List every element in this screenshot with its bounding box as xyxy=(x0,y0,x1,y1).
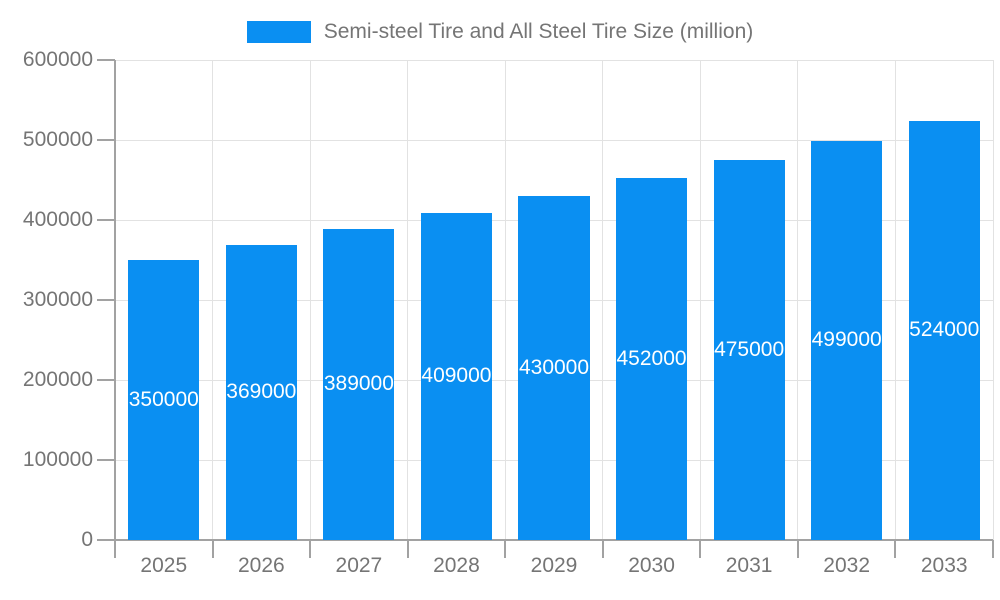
x-axis-tick xyxy=(796,540,799,558)
y-axis-tick xyxy=(97,59,115,61)
x-axis-tick xyxy=(114,540,116,558)
gridline-vertical xyxy=(797,60,799,540)
x-tick-label: 2032 xyxy=(823,554,871,577)
gridline-vertical xyxy=(407,60,409,540)
y-tick-label: 0 xyxy=(81,528,93,551)
y-axis-tick xyxy=(97,219,115,221)
gridline-vertical xyxy=(992,60,994,540)
y-axis-tick xyxy=(97,139,115,141)
plot-area: 0 100000 200000 300000 400000 500000 600000 350… xyxy=(23,48,994,577)
x-axis-tick xyxy=(406,540,409,558)
bar xyxy=(518,196,590,540)
bar-value-label: 524000 xyxy=(909,318,980,342)
bar xyxy=(908,120,980,540)
y-tick-label: 500000 xyxy=(22,128,93,151)
bar-value-label: 409000 xyxy=(421,364,492,388)
gridline-horizontal xyxy=(115,139,993,141)
x-tick-label: 2027 xyxy=(335,554,383,577)
bar-value-label: 430000 xyxy=(518,356,590,379)
x-tick-label: 2025 xyxy=(140,554,188,577)
y-axis-tick xyxy=(97,539,115,541)
bar-value-label: 389000 xyxy=(323,372,394,396)
bar-value-label: 452000 xyxy=(616,347,687,371)
legend[interactable]: Semi-steel Tire and All Steel Tire Size … xyxy=(0,20,1000,44)
bar xyxy=(128,260,200,540)
y-axis-tick xyxy=(97,459,115,461)
bar-value-label: 499000 xyxy=(811,328,882,352)
gridline-vertical xyxy=(504,60,506,540)
x-axis-tick xyxy=(992,540,994,558)
x-tick-label: 2031 xyxy=(725,554,773,577)
x-axis-tick xyxy=(504,540,507,558)
gridline-horizontal xyxy=(115,59,993,61)
x-tick-label: 2030 xyxy=(628,554,675,577)
y-tick-label: 200000 xyxy=(22,368,93,391)
y-tick-label: 400000 xyxy=(22,208,93,231)
y-tick-label: 300000 xyxy=(22,288,93,311)
gridline-vertical xyxy=(894,60,896,540)
x-axis-line xyxy=(97,539,993,541)
x-axis-tick xyxy=(309,540,312,558)
bar xyxy=(615,178,688,540)
bar-value-label: 369000 xyxy=(226,380,297,404)
y-axis-tick xyxy=(97,379,115,381)
bar-value-label: 350000 xyxy=(128,388,199,411)
x-axis-tick xyxy=(601,540,604,558)
bar xyxy=(420,212,493,540)
x-tick-label: 2033 xyxy=(920,554,968,577)
bar xyxy=(811,140,883,540)
legend-swatch xyxy=(246,21,311,43)
x-tick-label: 2029 xyxy=(530,554,578,577)
gridline-vertical xyxy=(212,60,214,540)
x-axis-tick xyxy=(211,540,214,558)
gridline-vertical xyxy=(699,60,701,540)
y-tick-label: 100000 xyxy=(22,448,93,471)
bar-value-label: 475000 xyxy=(714,338,785,361)
x-tick-label: 2026 xyxy=(237,554,285,577)
y-axis-tick xyxy=(97,299,115,301)
x-axis-tick xyxy=(699,540,702,558)
x-tick-label: 2028 xyxy=(433,554,480,577)
y-axis-line xyxy=(114,60,116,540)
x-axis-tick xyxy=(894,540,897,558)
bar xyxy=(225,244,297,540)
legend-label: Semi-steel Tire and All Steel Tire Size … xyxy=(323,20,754,43)
gridline-vertical xyxy=(602,60,604,540)
gridline-vertical xyxy=(309,60,311,540)
y-tick-label: 600000 xyxy=(22,48,93,71)
bar xyxy=(323,228,395,540)
bar xyxy=(713,160,785,540)
